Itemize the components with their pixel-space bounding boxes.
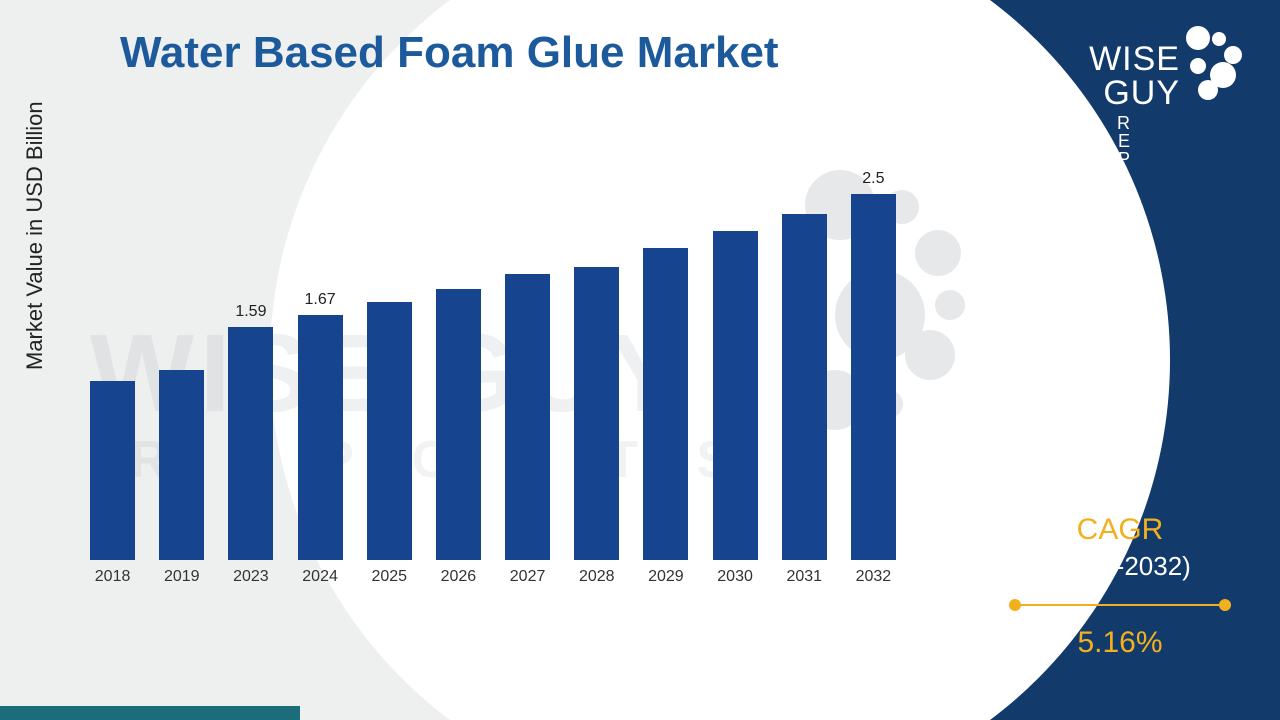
bar — [782, 214, 827, 560]
cagr-period: (2019-2032) — [1000, 551, 1240, 582]
bar — [298, 315, 343, 560]
bar-value-label: 1.59 — [216, 303, 285, 321]
bar-slot: 1.672024 — [286, 150, 355, 560]
cagr-value: 5.16% — [1000, 626, 1240, 660]
bar — [505, 274, 550, 560]
bar — [90, 381, 135, 560]
bar — [159, 370, 204, 560]
x-tick-label: 2018 — [78, 568, 147, 586]
bar-slot: 2030 — [701, 150, 770, 560]
bar-slot: 2029 — [631, 150, 700, 560]
x-tick-label: 2028 — [562, 568, 631, 586]
x-tick-label: 2024 — [286, 568, 355, 586]
x-tick-label: 2023 — [216, 568, 285, 586]
logo-line1: WISE GUY — [1089, 42, 1180, 110]
cagr-block: CAGR (2019-2032) 5.16% — [1000, 513, 1240, 660]
bar — [851, 194, 896, 560]
bar-slot: 2028 — [562, 150, 631, 560]
x-tick-label: 2031 — [770, 568, 839, 586]
x-tick-label: 2026 — [424, 568, 493, 586]
x-tick-label: 2025 — [355, 568, 424, 586]
bar-slot: 2025 — [355, 150, 424, 560]
x-tick-label: 2019 — [147, 568, 216, 586]
chart-title: Water Based Foam Glue Market — [120, 28, 779, 78]
bar — [436, 289, 481, 560]
bar-slot: 1.592023 — [216, 150, 285, 560]
bar-value-label: 1.67 — [286, 291, 355, 309]
bars-container: 201820191.5920231.6720242025202620272028… — [78, 150, 908, 560]
logo-head-icon — [1180, 24, 1250, 104]
x-tick-label: 2029 — [631, 568, 700, 586]
bar — [228, 327, 273, 560]
bar-value-label: 2.5 — [839, 170, 908, 188]
x-tick-label: 2032 — [839, 568, 908, 586]
bar — [574, 267, 619, 560]
logo-line2: R E P O R T S — [1089, 114, 1142, 240]
bar — [713, 231, 758, 560]
bar-slot: 2019 — [147, 150, 216, 560]
cagr-title: CAGR — [1000, 513, 1240, 547]
x-tick-label: 2030 — [701, 568, 770, 586]
bar — [643, 248, 688, 560]
bar-slot: 2026 — [424, 150, 493, 560]
bar-slot: 2031 — [770, 150, 839, 560]
bar-slot: 2018 — [78, 150, 147, 560]
x-tick-label: 2027 — [493, 568, 562, 586]
stage: WISE GUY R E P O R T S Water Based Foam … — [0, 0, 1280, 720]
bottom-accent-strip — [0, 706, 300, 720]
bar-slot: 2.52032 — [839, 150, 908, 560]
cagr-divider — [1015, 604, 1225, 606]
y-axis-label: Market Value in USD Billion — [22, 101, 48, 370]
bar — [367, 302, 412, 560]
bar-slot: 2027 — [493, 150, 562, 560]
bar-chart: 201820191.5920231.6720242025202620272028… — [78, 150, 908, 560]
